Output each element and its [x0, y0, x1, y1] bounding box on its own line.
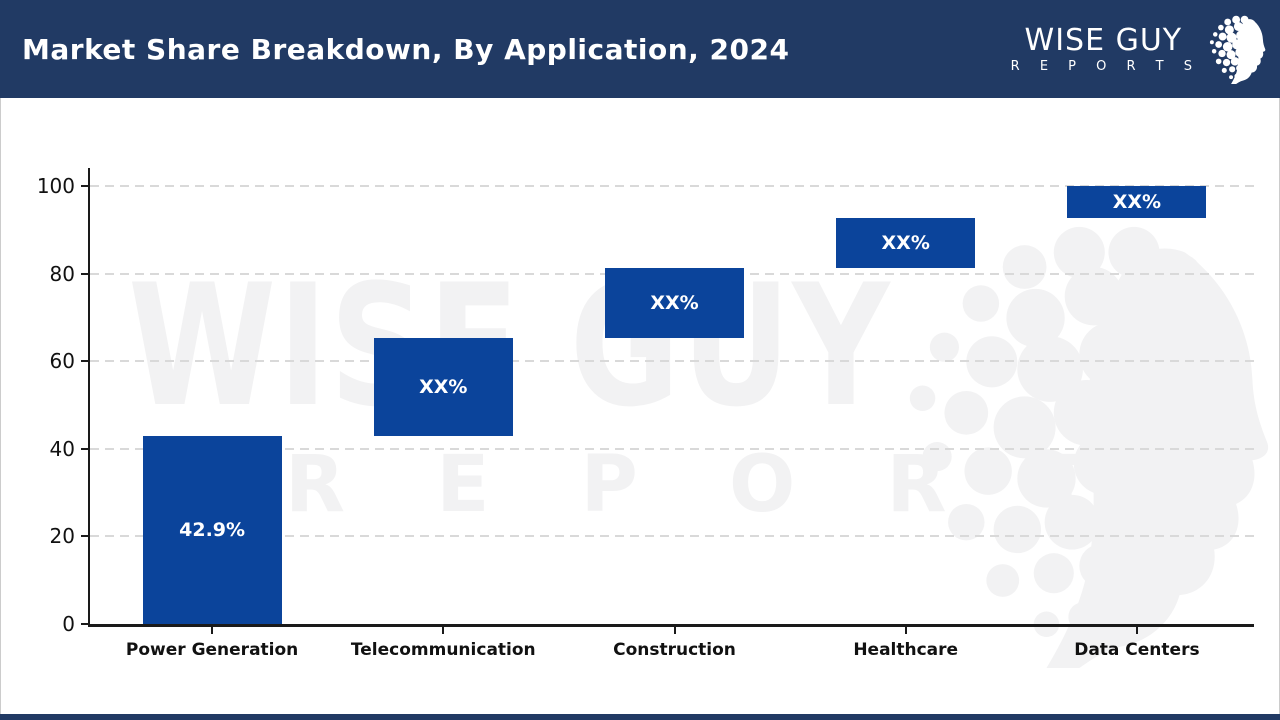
x-axis — [88, 624, 1254, 627]
x-tick-mark-0 — [211, 626, 214, 634]
bar-data-centers: XX% — [1067, 186, 1207, 219]
gridline-100 — [90, 185, 1254, 187]
x-axis-label-1: Telecommunication — [350, 640, 536, 660]
x-tick-mark-3 — [904, 626, 907, 634]
bar-healthcare: XX% — [836, 218, 976, 269]
gridline-40 — [90, 447, 1254, 450]
wise-guy-head-icon — [1209, 15, 1266, 84]
y-tick-label-100: 100 — [36, 174, 75, 198]
bar-construction: XX% — [605, 268, 744, 338]
x-axis-label-0: Power Generation — [125, 640, 299, 660]
y-tick-label-0: 0 — [62, 612, 75, 636]
y-tick-label-40: 40 — [49, 436, 75, 461]
logo-text: WISE GUY R E P O R T S — [1007, 23, 1200, 75]
chart-area: WISE GUY R E P O R T S 0 20 40 60 80 100 42.9%… — [0, 98, 1280, 714]
x-tick-mark-4 — [1135, 626, 1138, 634]
y-tick-mark-80 — [81, 272, 90, 275]
bar-label: XX% — [881, 232, 930, 255]
gridline-20 — [90, 535, 1254, 538]
y-tick-label-80: 80 — [49, 261, 75, 286]
x-tick-mark-1 — [442, 626, 445, 634]
bar-label: XX% — [419, 375, 468, 398]
y-tick-label-60: 60 — [49, 349, 75, 374]
page-title: Market Share Breakdown, By Application, … — [22, 32, 790, 66]
y-tick-mark-0 — [81, 623, 90, 625]
header: Market Share Breakdown, By Application, … — [0, 0, 1280, 98]
x-axis-label-4: Data Centers — [1074, 640, 1200, 660]
logo-subtitle: R E P O R T S — [1010, 59, 1200, 74]
footer-bar — [0, 714, 1280, 720]
watermark-head-icon — [909, 226, 1269, 668]
y-axis — [88, 168, 90, 626]
y-tick-mark-20 — [81, 535, 90, 538]
gridline-60 — [90, 360, 1254, 363]
y-tick-mark-40 — [81, 447, 90, 450]
wise-guy-logo: WISE GUY R E P O R T S — [1007, 6, 1266, 92]
x-axis-label-3: Healthcare — [853, 640, 959, 660]
x-axis-label-2: Construction — [613, 640, 736, 660]
y-tick-mark-60 — [81, 360, 90, 363]
bar-label: 42.9% — [179, 519, 246, 542]
bar-label: XX% — [650, 291, 699, 314]
bar-power-generation: 42.9% — [142, 436, 282, 624]
y-tick-label-20: 20 — [49, 524, 75, 549]
logo-wordmark: WISE GUY — [1024, 23, 1183, 58]
bar-telecommunication: XX% — [373, 337, 513, 437]
y-tick-mark-100 — [81, 185, 90, 187]
x-tick-mark-2 — [673, 626, 676, 634]
bar-label: XX% — [1112, 191, 1162, 214]
